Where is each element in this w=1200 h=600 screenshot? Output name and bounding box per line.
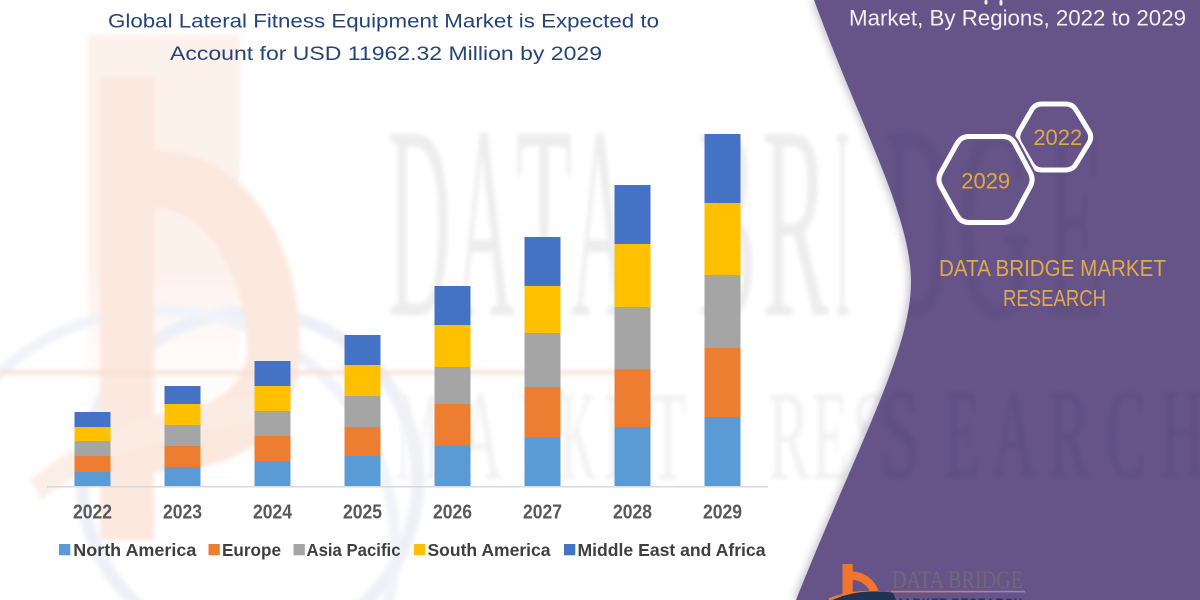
- svg-text:South America: South America: [428, 540, 551, 560]
- svg-text:2023: 2023: [163, 502, 202, 524]
- svg-text:2022: 2022: [1033, 125, 1082, 150]
- svg-text:Market, By Regions, 2022 to 20: Market, By Regions, 2022 to 2029: [849, 6, 1186, 31]
- svg-text:2029: 2029: [703, 502, 742, 524]
- svg-text:C: C: [1106, 363, 1146, 505]
- svg-text:2026: 2026: [433, 502, 472, 524]
- svg-text:H: H: [1160, 363, 1200, 505]
- svg-text:2028: 2028: [613, 502, 652, 524]
- svg-text:DATA BRIDGE: DATA BRIDGE: [892, 567, 1023, 594]
- svg-text:RESEARCH: RESEARCH: [1003, 285, 1106, 311]
- svg-text:DATA BRIDGE MARKET: DATA BRIDGE MARKET: [939, 255, 1166, 281]
- svg-text:A: A: [992, 363, 1036, 505]
- svg-text:2024: 2024: [253, 502, 293, 524]
- svg-text:Europe: Europe: [222, 540, 281, 560]
- svg-text:Asia Pacific: Asia Pacific: [307, 540, 401, 560]
- svg-text:2027: 2027: [523, 502, 562, 524]
- svg-text:E: E: [944, 363, 980, 505]
- svg-text:E: E: [1046, 69, 1104, 375]
- svg-text:R: R: [1048, 363, 1090, 505]
- svg-text:Global Lateral Fitness Equipme: Global Lateral Fitness Equipment Market …: [108, 11, 659, 33]
- svg-text:S: S: [880, 363, 920, 505]
- svg-text:North America: North America: [73, 540, 196, 560]
- svg-text:D: D: [885, 69, 949, 375]
- svg-text:Account for USD 11962.32 Milli: Account for USD 11962.32 Million by 2029: [170, 43, 602, 65]
- svg-text:MARKET RESEARCH: MARKET RESEARCH: [893, 596, 1023, 600]
- svg-text:2022: 2022: [73, 502, 112, 524]
- svg-text:Middle East and Africa: Middle East and Africa: [578, 540, 766, 560]
- svg-text:2029: 2029: [961, 169, 1010, 194]
- svg-text:2025: 2025: [343, 502, 382, 524]
